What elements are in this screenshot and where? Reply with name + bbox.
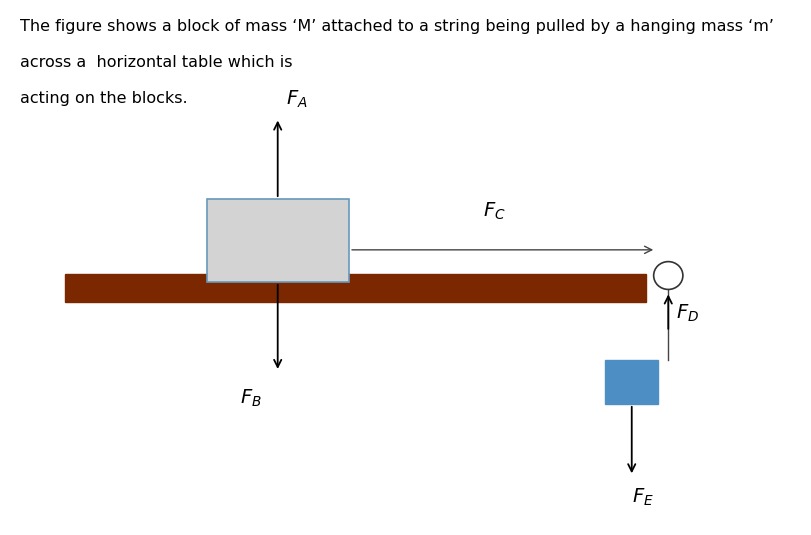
Text: The figure shows a block of mass ‘M’ attached to a string being pulled by a hang: The figure shows a block of mass ‘M’ att… bbox=[20, 19, 773, 34]
Bar bbox=[604, 360, 657, 404]
Ellipse shape bbox=[653, 262, 682, 289]
Text: $F_B$: $F_B$ bbox=[239, 388, 261, 409]
Text: m: m bbox=[622, 373, 639, 391]
Text: $F_D$: $F_D$ bbox=[676, 302, 698, 324]
Text: across a  horizontal table which is: across a horizontal table which is bbox=[20, 55, 298, 70]
Text: M: M bbox=[259, 232, 274, 249]
Text: acting on the blocks.: acting on the blocks. bbox=[20, 91, 187, 106]
Text: $F_C$: $F_C$ bbox=[483, 201, 505, 222]
Bar bbox=[207, 199, 349, 282]
Text: $F_E$: $F_E$ bbox=[631, 487, 653, 508]
Text: $F_A$: $F_A$ bbox=[285, 88, 307, 110]
Bar bbox=[65, 274, 645, 302]
